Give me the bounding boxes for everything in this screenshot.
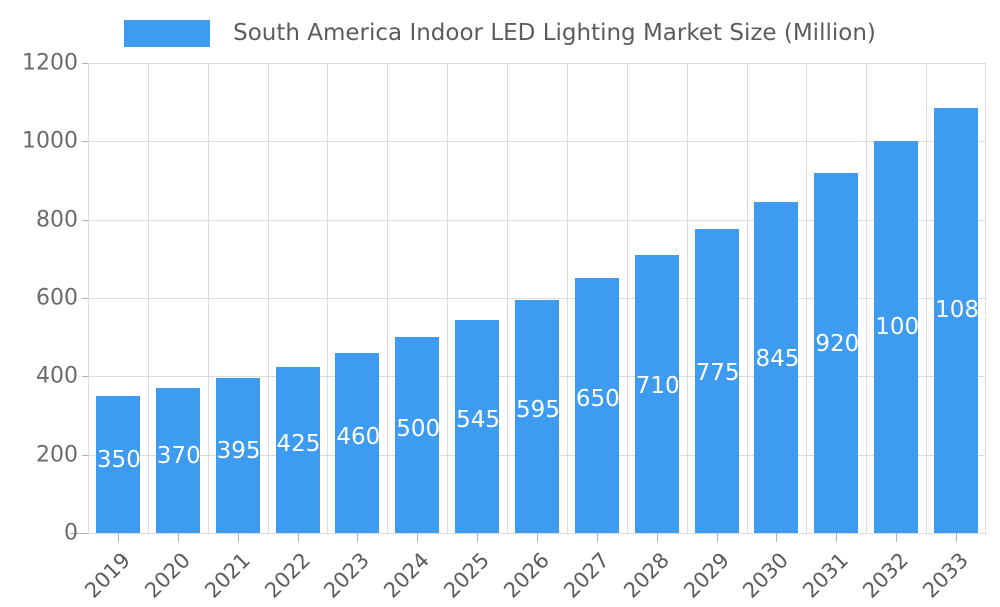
x-axis-tick-label: 2025 bbox=[439, 548, 495, 603]
bar[interactable] bbox=[754, 202, 799, 533]
gridline-vertical bbox=[806, 63, 807, 533]
x-axis-tick-label: 2020 bbox=[139, 548, 195, 603]
x-axis-tick-label: 2032 bbox=[858, 548, 914, 603]
gridline-vertical bbox=[268, 63, 269, 533]
x-axis-tick-mark bbox=[298, 533, 299, 542]
x-axis-tick-mark bbox=[657, 533, 658, 542]
legend-item-label: South America Indoor LED Lighting Market… bbox=[233, 20, 876, 46]
gridline-vertical bbox=[148, 63, 149, 533]
x-axis-tick-label: 2031 bbox=[798, 548, 854, 603]
bar[interactable] bbox=[934, 108, 979, 533]
y-axis-tick-label: 0 bbox=[64, 520, 78, 546]
x-axis-tick-label: 2021 bbox=[199, 548, 255, 603]
x-axis-tick-label: 2028 bbox=[618, 548, 674, 603]
x-axis-tick-label: 2023 bbox=[319, 548, 375, 603]
x-axis-tick-mark bbox=[417, 533, 418, 542]
bar[interactable] bbox=[515, 299, 559, 533]
y-axis-tick-mark bbox=[82, 454, 89, 456]
gridline-horizontal bbox=[88, 141, 986, 142]
y-axis-tick-mark bbox=[82, 376, 89, 378]
bar[interactable] bbox=[395, 337, 440, 533]
bar[interactable] bbox=[694, 229, 739, 533]
gridline-vertical bbox=[567, 63, 568, 533]
x-axis-line bbox=[70, 533, 986, 534]
gridline-vertical bbox=[926, 63, 927, 533]
legend-color-swatch bbox=[124, 19, 211, 47]
x-axis-tick-label: 2026 bbox=[499, 548, 554, 603]
x-axis-tick-mark bbox=[477, 533, 478, 542]
plot-area: 350 370 395 425 460 500 545 595 650 710 775 845 920 1… bbox=[88, 63, 994, 534]
x-axis-tick-label: 2030 bbox=[738, 548, 794, 603]
chart-legend: South America Indoor LED Lighting Market… bbox=[0, 17, 1000, 49]
y-axis-tick-label: 1000 bbox=[22, 128, 78, 154]
y-axis-tick-label: 400 bbox=[36, 363, 78, 389]
y-axis-tick-label: 800 bbox=[36, 207, 78, 233]
y-axis-tick-mark bbox=[82, 63, 89, 64]
gridline-vertical bbox=[866, 63, 867, 533]
y-axis-tick-mark bbox=[82, 533, 89, 534]
gridline-vertical bbox=[507, 63, 508, 533]
x-axis-tick-label: 2022 bbox=[259, 548, 315, 603]
x-axis-tick-mark bbox=[776, 533, 777, 542]
gridline-vertical bbox=[627, 63, 628, 533]
bar[interactable] bbox=[95, 395, 140, 533]
gridline-vertical bbox=[447, 63, 448, 533]
x-axis-tick-mark bbox=[597, 533, 598, 542]
gridline-vertical bbox=[208, 63, 209, 533]
x-axis-tick-mark bbox=[537, 533, 538, 542]
bar[interactable] bbox=[874, 141, 919, 533]
gridline-vertical bbox=[687, 63, 688, 533]
gridline-vertical bbox=[387, 63, 388, 533]
gridline-vertical bbox=[327, 63, 328, 533]
x-axis-tick-mark bbox=[896, 533, 897, 542]
x-axis-tick-mark bbox=[717, 533, 718, 542]
gridline-vertical bbox=[985, 63, 986, 533]
legend-item[interactable]: South America Indoor LED Lighting Market… bbox=[124, 19, 876, 47]
x-axis-tick-mark bbox=[956, 533, 957, 542]
y-axis-ticks: 0 200 400 600 800 1000 1200 bbox=[0, 51, 89, 546]
x-axis-tick-label: 2033 bbox=[918, 548, 974, 603]
x-axis-tick-label: 2027 bbox=[559, 548, 614, 603]
x-axis-tick-label: 2024 bbox=[379, 548, 435, 603]
x-axis-tick-mark bbox=[836, 533, 837, 542]
y-axis-tick-mark bbox=[82, 141, 89, 143]
x-axis-tick-label: 2019 bbox=[80, 548, 135, 603]
bar[interactable] bbox=[634, 254, 679, 533]
bar[interactable] bbox=[455, 319, 500, 533]
bar[interactable] bbox=[215, 378, 260, 533]
y-axis-tick-label: 200 bbox=[36, 442, 78, 468]
y-axis-tick-mark bbox=[82, 219, 89, 221]
bar[interactable] bbox=[275, 366, 320, 533]
y-axis-tick-label: 600 bbox=[36, 285, 78, 311]
gridline-vertical bbox=[747, 63, 748, 533]
y-axis-tick-mark bbox=[82, 298, 89, 299]
x-axis-tick-mark bbox=[118, 533, 119, 542]
gridline-vertical bbox=[88, 63, 89, 533]
x-axis-tick-mark bbox=[357, 533, 358, 542]
gridline-horizontal bbox=[88, 63, 986, 64]
x-axis-tick-mark bbox=[178, 533, 179, 542]
y-axis-tick-label: 1200 bbox=[22, 50, 78, 76]
bar[interactable] bbox=[814, 172, 859, 533]
bar[interactable] bbox=[574, 278, 619, 533]
x-axis-tick-label: 2029 bbox=[678, 548, 734, 603]
bar[interactable] bbox=[335, 352, 380, 533]
x-axis-tick-mark bbox=[238, 533, 239, 542]
bar[interactable] bbox=[155, 388, 200, 533]
